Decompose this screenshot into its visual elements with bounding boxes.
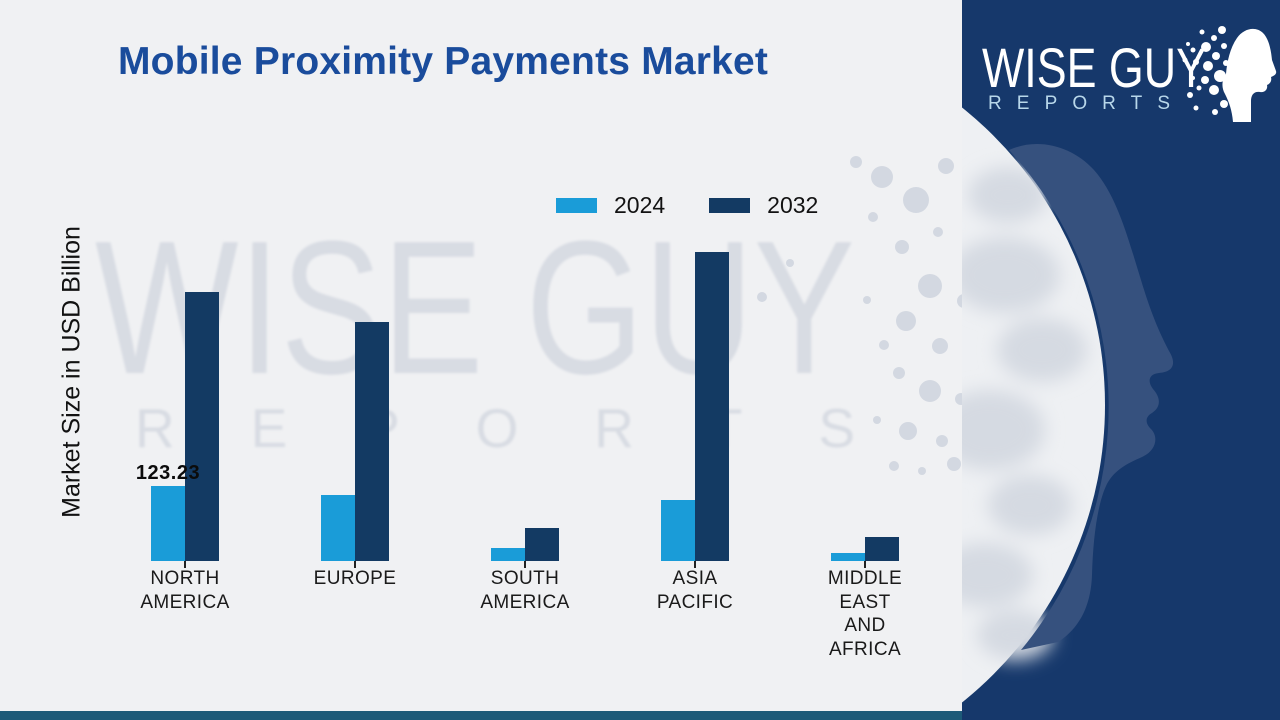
face-profile-icon	[1009, 144, 1174, 651]
legend: 2024 2032	[556, 192, 818, 219]
axis-tick-asia-pacific	[694, 561, 696, 568]
category-label-middle-east-and-africa: MIDDLE EAST AND AFRICA	[827, 568, 903, 660]
bar-2024-south-america	[491, 548, 525, 561]
legend-label-2032: 2032	[767, 192, 819, 218]
bottom-accent-strip	[0, 711, 1280, 720]
bar-2024-asia-pacific	[661, 500, 695, 561]
data-label-north-america-2024: 123.23	[135, 462, 201, 484]
category-label-south-america: SOUTH AMERICA	[480, 568, 570, 613]
bar-2032-middle-east-and-africa	[865, 537, 899, 561]
bar-2032-europe	[355, 322, 389, 561]
legend-swatch-2024	[556, 198, 597, 213]
bar-2032-north-america	[185, 292, 219, 561]
axis-tick-north-america	[184, 561, 186, 568]
bar-2032-south-america	[525, 528, 559, 561]
bar-2024-middle-east-and-africa	[831, 553, 865, 561]
chart-title: Mobile Proximity Payments Market	[118, 40, 769, 83]
category-label-north-america: NORTH AMERICA	[140, 568, 230, 613]
logo-wordmark: WISE GUY	[982, 36, 1206, 99]
logo-dots-face-icon	[1182, 26, 1277, 122]
axis-tick-europe	[354, 561, 356, 568]
watermark-line2: REPORTS	[135, 397, 855, 459]
legend-item-2024: 2024	[556, 192, 665, 219]
bar-2024-europe	[321, 495, 355, 561]
legend-label-2024: 2024	[614, 192, 666, 218]
category-label-europe: EUROPE	[313, 568, 397, 589]
legend-item-2032: 2032	[709, 192, 818, 219]
category-label-asia-pacific: ASIA PACIFIC	[656, 568, 734, 613]
axis-tick-middle-east-and-africa	[864, 561, 866, 568]
bar-2032-asia-pacific	[695, 252, 729, 561]
legend-swatch-2032	[709, 198, 751, 213]
bar-2024-north-america	[151, 486, 185, 561]
head-circle-art	[962, 107, 1105, 703]
y-axis-label: Market Size in USD Billion	[57, 226, 86, 518]
axis-tick-south-america	[524, 561, 526, 568]
